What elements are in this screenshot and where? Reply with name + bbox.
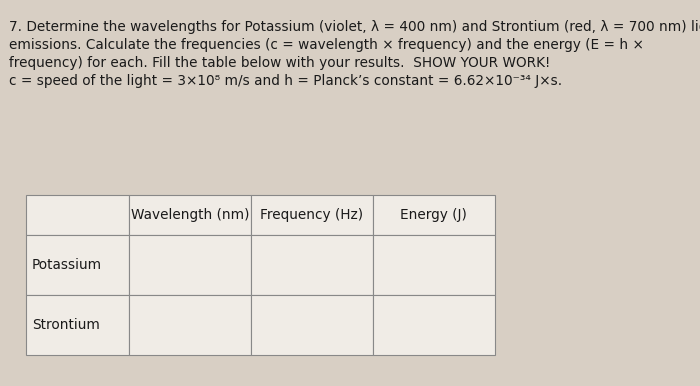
Bar xyxy=(129,295,251,355)
Bar xyxy=(373,295,495,355)
Bar xyxy=(373,235,495,295)
Bar xyxy=(129,195,251,235)
Bar xyxy=(251,295,373,355)
Bar xyxy=(26,235,129,295)
Text: emissions. Calculate the frequencies (c = wavelength × frequency) and the energy: emissions. Calculate the frequencies (c … xyxy=(9,38,644,52)
Text: frequency) for each. Fill the table below with your results.  SHOW YOUR WORK!: frequency) for each. Fill the table belo… xyxy=(9,56,550,70)
Bar xyxy=(26,195,129,235)
Bar xyxy=(373,195,495,235)
Text: c = speed of the light = 3×10⁸ m/s and h = Planck’s constant = 6.62×10⁻³⁴ J×s.: c = speed of the light = 3×10⁸ m/s and h… xyxy=(9,74,562,88)
Bar xyxy=(26,295,129,355)
Text: 7. Determine the wavelengths for Potassium (violet, λ = 400 nm) and Strontium (r: 7. Determine the wavelengths for Potassi… xyxy=(9,20,700,34)
Text: Frequency (Hz): Frequency (Hz) xyxy=(260,208,363,222)
Text: Energy (J): Energy (J) xyxy=(400,208,467,222)
Bar xyxy=(251,235,373,295)
Bar xyxy=(129,235,251,295)
Text: Strontium: Strontium xyxy=(32,318,100,332)
Bar xyxy=(251,195,373,235)
Text: Wavelength (nm): Wavelength (nm) xyxy=(131,208,249,222)
Text: Potassium: Potassium xyxy=(32,258,102,272)
